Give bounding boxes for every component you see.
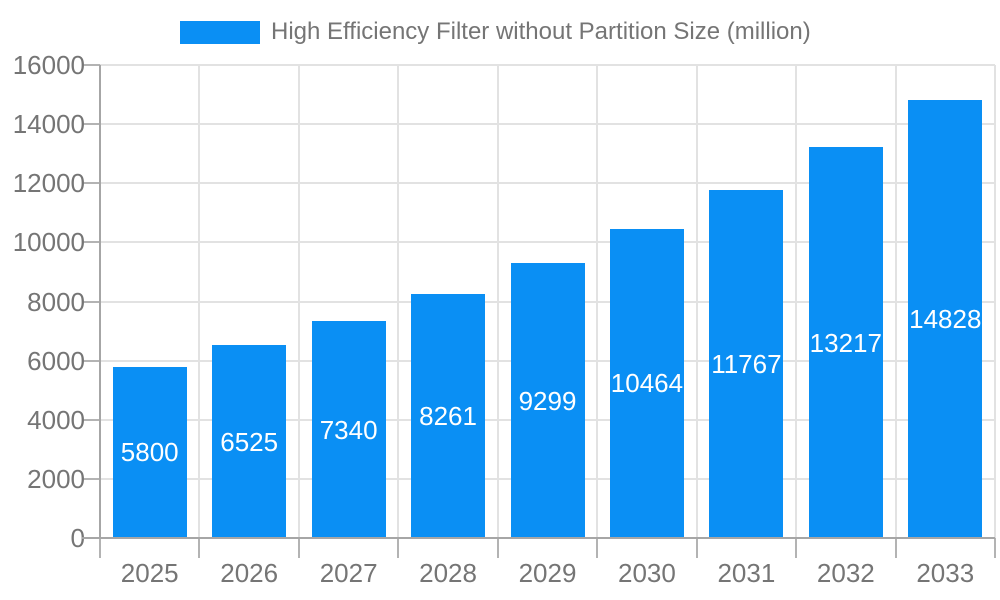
x-axis-tick bbox=[198, 538, 201, 558]
y-axis-tick bbox=[82, 123, 100, 126]
y-axis-tick-label: 8000 bbox=[27, 286, 85, 317]
x-axis-tick bbox=[994, 538, 996, 558]
bar-value-label: 10464 bbox=[610, 368, 684, 399]
x-gridline bbox=[596, 65, 599, 538]
x-axis-tick-label: 2026 bbox=[220, 558, 279, 588]
y-axis-tick-label: 2000 bbox=[27, 463, 85, 494]
bar-value-label: 14828 bbox=[909, 303, 982, 334]
x-axis-tick bbox=[397, 538, 400, 558]
bar-2033 bbox=[908, 99, 983, 538]
x-axis-tick-label: 2031 bbox=[717, 558, 776, 588]
x-gridline bbox=[994, 65, 996, 538]
bar-2025 bbox=[112, 366, 187, 538]
x-gridline bbox=[297, 65, 300, 538]
y-axis-tick-label: 10000 bbox=[12, 227, 85, 258]
x-axis-tick bbox=[795, 538, 798, 558]
x-axis-tick-label: 2033 bbox=[916, 558, 975, 588]
x-axis-tick-label: 2027 bbox=[319, 558, 378, 588]
bar-2029 bbox=[510, 263, 585, 538]
y-axis-tick bbox=[82, 418, 100, 421]
x-axis-tick bbox=[894, 538, 897, 558]
y-axis-tick-label: 4000 bbox=[27, 404, 85, 435]
y-axis-tick-label: 14000 bbox=[12, 109, 85, 140]
x-gridline bbox=[397, 65, 400, 538]
bar-value-label: 8261 bbox=[419, 400, 477, 431]
x-gridline bbox=[496, 65, 499, 538]
y-axis-tick bbox=[82, 64, 100, 66]
bar-value-label: 11767 bbox=[711, 349, 782, 380]
bar-2031 bbox=[709, 190, 784, 538]
y-axis-tick bbox=[82, 359, 100, 362]
bar-2027 bbox=[311, 321, 386, 538]
x-axis-tick-label: 2032 bbox=[816, 558, 875, 588]
x-gridline bbox=[894, 65, 897, 538]
bar-value-label: 13217 bbox=[809, 327, 882, 358]
y-gridline bbox=[100, 241, 995, 244]
y-axis-tick bbox=[82, 182, 100, 185]
bar-value-label: 9299 bbox=[518, 385, 577, 416]
bar-2026 bbox=[212, 345, 287, 538]
bar-2028 bbox=[411, 293, 486, 538]
x-axis-tick bbox=[596, 538, 599, 558]
x-axis-line bbox=[82, 537, 995, 539]
y-axis-line bbox=[99, 65, 101, 538]
x-gridline bbox=[695, 65, 698, 538]
y-axis-tick-label: 12000 bbox=[12, 168, 85, 199]
bar-value-label: 7340 bbox=[319, 414, 378, 445]
bar-2030 bbox=[609, 228, 684, 538]
bar-value-label: 6525 bbox=[220, 426, 279, 457]
x-gridline bbox=[795, 65, 798, 538]
x-axis-tick-label: 2030 bbox=[618, 558, 676, 588]
y-axis-tick-label: 16000 bbox=[12, 50, 85, 80]
x-axis-tick bbox=[496, 538, 499, 558]
x-axis-tick-label: 2025 bbox=[120, 558, 179, 588]
legend-label: High Efficiency Filter without Partition… bbox=[271, 18, 811, 45]
y-axis-tick bbox=[82, 241, 100, 244]
x-axis-tick-label: 2028 bbox=[419, 558, 477, 588]
y-gridline bbox=[100, 123, 995, 126]
y-gridline bbox=[100, 182, 995, 185]
bar-value-label: 5800 bbox=[120, 437, 179, 468]
bar-2032 bbox=[808, 147, 883, 538]
x-gridline bbox=[198, 65, 201, 538]
y-axis-tick-label: 6000 bbox=[27, 345, 85, 376]
x-axis-tick bbox=[99, 538, 101, 558]
y-axis-tick-label: 0 bbox=[70, 523, 85, 553]
y-gridline bbox=[100, 64, 995, 66]
y-axis-tick bbox=[82, 300, 100, 303]
x-axis-tick-label: 2029 bbox=[518, 558, 577, 588]
x-axis-tick bbox=[695, 538, 698, 558]
y-axis-tick bbox=[82, 477, 100, 480]
x-axis-tick bbox=[297, 538, 300, 558]
legend-swatch bbox=[180, 21, 260, 44]
